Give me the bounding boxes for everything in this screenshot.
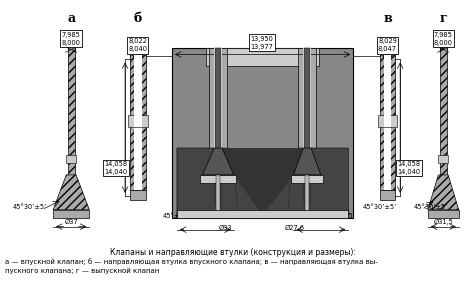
Text: 7,985
8,000: 7,985 8,000 [434, 32, 453, 45]
Bar [383, 55, 392, 190]
Polygon shape [428, 175, 459, 210]
Bar [214, 48, 222, 148]
Bar [303, 48, 311, 148]
Bar [216, 175, 220, 218]
Polygon shape [53, 175, 89, 210]
Bar [428, 210, 459, 218]
Bar [130, 55, 146, 190]
Bar [298, 48, 316, 148]
Bar [172, 48, 353, 218]
Bar [304, 48, 310, 203]
Bar [130, 190, 146, 200]
Text: Ø31,5: Ø31,5 [433, 219, 453, 225]
Text: 8,029
8,047: 8,029 8,047 [378, 39, 397, 52]
Bar [305, 175, 309, 218]
Bar [438, 155, 448, 163]
Text: 45°30’±5’: 45°30’±5’ [414, 204, 448, 210]
Bar [201, 175, 236, 183]
Bar [128, 115, 147, 127]
Polygon shape [227, 148, 298, 218]
Bar [134, 115, 142, 127]
Text: Клапаны и направляющие втулки (конструкция и размеры):: Клапаны и направляющие втулки (конструкц… [110, 247, 356, 256]
Bar [378, 115, 397, 127]
Polygon shape [222, 148, 303, 215]
Text: 14,058
14,040: 14,058 14,040 [105, 161, 128, 175]
Polygon shape [288, 148, 348, 218]
Text: 7,985
8,000: 7,985 8,000 [62, 32, 81, 45]
Text: 8,022
8,040: 8,022 8,040 [128, 39, 147, 52]
Bar [292, 175, 323, 183]
Text: г: г [439, 12, 447, 25]
Text: б: б [134, 12, 142, 25]
Text: в: в [383, 12, 392, 25]
Bar [380, 55, 395, 190]
Text: Ø27,6: Ø27,6 [284, 225, 304, 231]
Bar [134, 55, 142, 190]
Bar [68, 36, 74, 175]
Bar [383, 115, 392, 127]
Text: 13,950
13,977: 13,950 13,977 [251, 36, 273, 49]
Bar [215, 48, 221, 203]
Bar [66, 32, 76, 39]
Text: 14,058
14,040: 14,058 14,040 [397, 161, 420, 175]
Text: 45°±5’: 45°±5’ [331, 213, 356, 219]
Polygon shape [293, 148, 321, 175]
Text: 45°30’±5’: 45°30’±5’ [12, 204, 47, 210]
Polygon shape [202, 148, 234, 175]
Bar [206, 48, 319, 67]
Bar [53, 210, 89, 218]
Text: пускного клапана; г — выпускной клапан: пускного клапана; г — выпускной клапан [5, 268, 159, 274]
Polygon shape [177, 148, 237, 218]
Text: Ø33: Ø33 [219, 225, 233, 231]
Text: 45°30’±5’: 45°30’±5’ [363, 204, 397, 210]
Bar [438, 32, 448, 39]
Bar [380, 190, 395, 200]
Bar [209, 48, 227, 148]
Text: а — впускной клапан; б — направляющая втулка впускного клапана; в — направляющая: а — впускной клапан; б — направляющая вт… [5, 259, 377, 265]
Bar [177, 210, 348, 218]
Text: Ø37: Ø37 [64, 219, 78, 225]
Bar [66, 155, 76, 163]
Text: а: а [67, 12, 75, 25]
Bar [440, 36, 447, 175]
Text: 45°±5’: 45°±5’ [163, 213, 187, 219]
